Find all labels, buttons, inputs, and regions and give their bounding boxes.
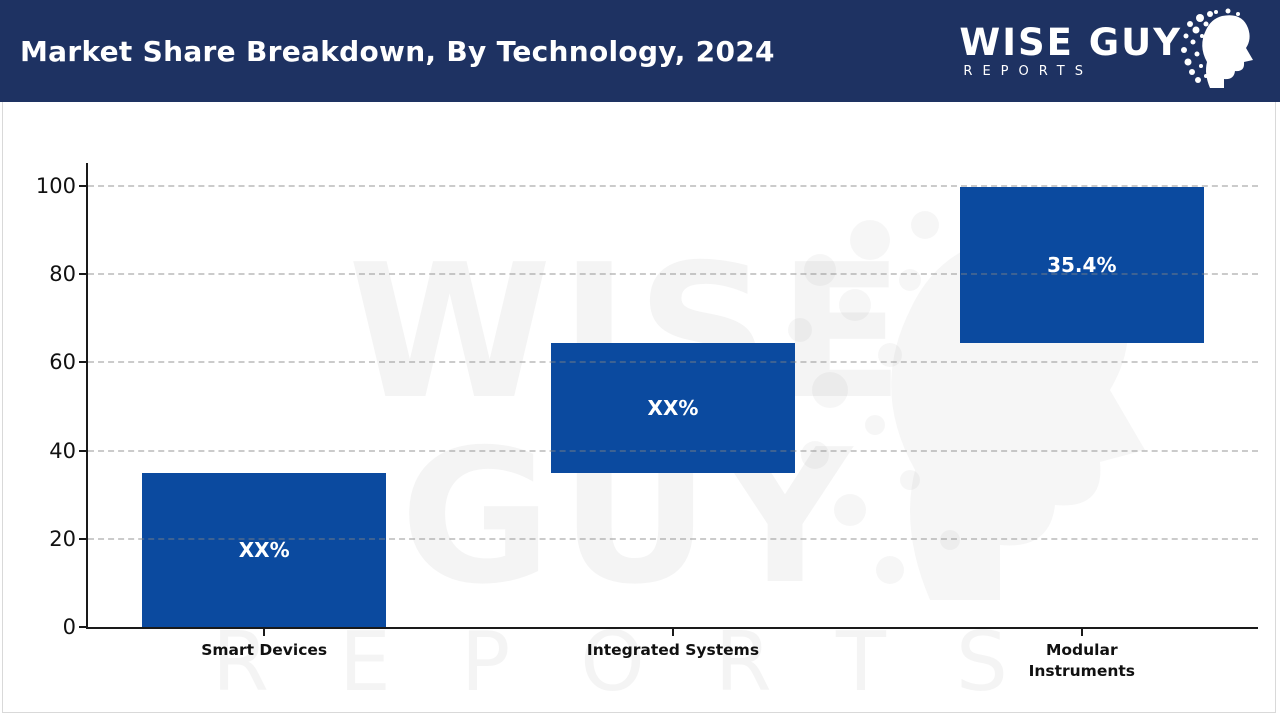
logo-wordmark: WISE GUY bbox=[959, 20, 1182, 64]
logo-subtext: REPORTS bbox=[963, 63, 1094, 79]
logo-text: WISE GUY REPORTS bbox=[959, 24, 1182, 79]
watermark: WISE GUY REPORTS bbox=[90, 240, 1170, 704]
watermark-face-icon bbox=[760, 200, 1180, 640]
watermark-subtext: REPORTS bbox=[90, 622, 1170, 704]
logo: WISE GUY REPORTS bbox=[959, 8, 1262, 94]
watermark-wordmark: WISE GUY bbox=[90, 240, 1170, 610]
chart-title: Market Share Breakdown, By Technology, 2… bbox=[20, 34, 775, 68]
logo-face-icon bbox=[1181, 8, 1253, 89]
header: Market Share Breakdown, By Technology, 2… bbox=[0, 0, 1280, 102]
